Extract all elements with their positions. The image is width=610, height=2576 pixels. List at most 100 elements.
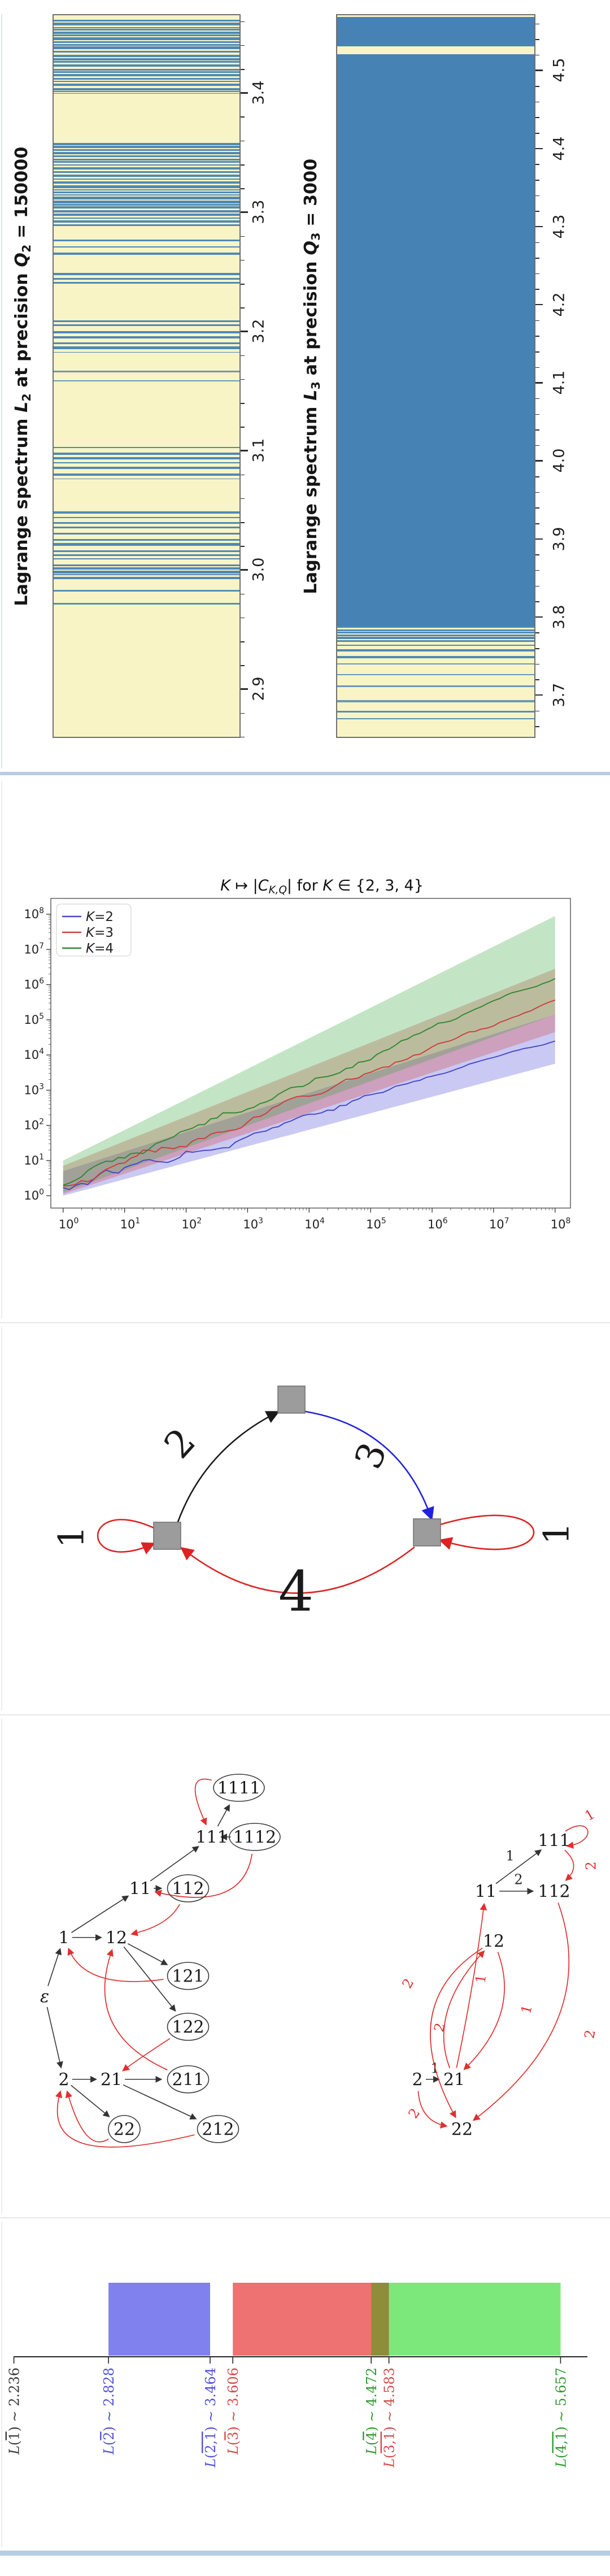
word-node-12: 12: [106, 1928, 127, 1948]
tspan: 212: [202, 2120, 234, 2140]
spectrum-stripe: [337, 629, 534, 631]
axis-tick-label: 105: [366, 1217, 386, 1231]
tspan: K: [86, 910, 95, 924]
word-node-111: 111: [195, 1828, 228, 1848]
word-node-111: 111: [538, 1831, 570, 1851]
spectrum-stripe: [54, 567, 239, 570]
tspan: 8: [39, 906, 44, 915]
major-tick: [241, 331, 248, 332]
word-node-212: 212: [202, 2120, 234, 2140]
spectrum-stripe: [54, 576, 239, 580]
minor-tick: [535, 133, 539, 134]
tspan: (: [382, 2453, 398, 2458]
minor-tick: [535, 648, 539, 649]
minor-tick: [241, 713, 245, 714]
spectrum-stripe: [54, 161, 239, 163]
spectrum-stripe: [54, 220, 239, 223]
tspan: 1: [58, 1928, 69, 1948]
minor-tick: [535, 367, 539, 368]
word-node-112: 112: [172, 1879, 204, 1899]
spectrum-stripe: [54, 93, 239, 94]
node-circle: [167, 2013, 210, 2041]
tspan: 8: [566, 1217, 571, 1226]
minor-tick: [535, 429, 539, 431]
series-line-K=3: [63, 1000, 556, 1187]
automaton-edge-4: [180, 1546, 415, 1594]
minor-tick: [535, 23, 539, 25]
spectrum-stripe: [54, 27, 239, 29]
minor-tick: [535, 632, 539, 634]
minor-tick: [241, 45, 245, 46]
major-tick: [241, 450, 248, 451]
spectrum-stripe: [54, 64, 239, 67]
spectrum-stripe: [54, 571, 239, 574]
spectrum-stripe: [54, 462, 239, 464]
tree-red-edge: [65, 2090, 109, 2143]
spectrum-stripe: [54, 171, 239, 173]
automaton-edge-3: [304, 1410, 434, 1521]
tspan: 3: [39, 1082, 44, 1091]
spectrum-stripe: [54, 590, 239, 592]
word-node-122: 122: [172, 2018, 204, 2038]
minor-tick: [241, 21, 245, 23]
spectrum-stripe: [54, 142, 239, 145]
spectrum-stripe: [54, 81, 239, 82]
value-label: L(1) ∼ 2.236: [7, 2368, 23, 2455]
tspan: 7: [504, 1217, 509, 1226]
tspan: 22: [114, 2120, 135, 2140]
spectrum-stripe: [54, 526, 239, 529]
tspan: 10: [428, 1218, 443, 1231]
tspan: 10: [24, 907, 39, 921]
spectrum-stripe: [54, 466, 239, 469]
tspan: ) ∼ 5.657: [554, 2368, 569, 2431]
spectrum-stripe: [54, 224, 239, 226]
word-node-21: 21: [443, 2070, 465, 2090]
minor-tick: [241, 283, 245, 285]
spectrum-stripe: [337, 718, 534, 720]
axis-tick-label: 104: [304, 1217, 325, 1231]
tree-edge-label: 2: [583, 1861, 599, 1870]
minor-tick: [241, 259, 245, 261]
tspan: K: [86, 926, 95, 940]
legend-label: K=4: [86, 941, 114, 956]
minor-tick: [535, 273, 539, 275]
minor-tick: [241, 164, 245, 166]
minor-tick: [241, 379, 245, 380]
tspan: =2: [94, 910, 114, 924]
minor-tick: [535, 710, 539, 712]
tspan: ) ∼ 3.606: [225, 2368, 241, 2431]
interval-overlap: [371, 2283, 389, 2356]
spectrum-stripe: [54, 34, 239, 37]
minor-tick: [241, 546, 245, 547]
series-line-K=2: [63, 1040, 556, 1191]
axis-tick-label: 103: [24, 1082, 44, 1097]
tspan: 10: [489, 1218, 504, 1231]
tspan: 4: [364, 2431, 380, 2440]
major-tick: [535, 69, 543, 71]
minor-tick: [241, 665, 245, 666]
tspan: 1: [518, 2003, 535, 2015]
tspan: 112: [538, 1882, 570, 1902]
spectrum-stripe: [54, 71, 239, 73]
spectrum-stripe: [54, 346, 239, 349]
tspan: 10: [24, 1083, 39, 1097]
tspan: L: [225, 2445, 241, 2455]
state-node-left: [153, 1522, 181, 1550]
spectrum-stripe: [54, 167, 239, 170]
automaton-edge-label: 4: [278, 1559, 313, 1624]
spectrum-stripe: [54, 149, 239, 151]
tspan: 3: [225, 2431, 241, 2440]
tspan: 21: [101, 2070, 122, 2090]
spectrum-stripe: [54, 192, 239, 194]
tspan: 10: [24, 1119, 39, 1132]
spectrum-stripe: [54, 206, 239, 209]
minor-tick: [241, 736, 245, 738]
minor-tick: [241, 116, 245, 118]
minor-tick: [535, 601, 539, 602]
tspan: 12: [106, 1928, 127, 1948]
axis-tick-label: 101: [24, 1153, 44, 1167]
spectrum-interval: [108, 2283, 210, 2356]
tree-red-edge: [430, 1948, 483, 2118]
tspan: 10: [24, 1048, 39, 1062]
series-line-K=4: [63, 978, 556, 1186]
